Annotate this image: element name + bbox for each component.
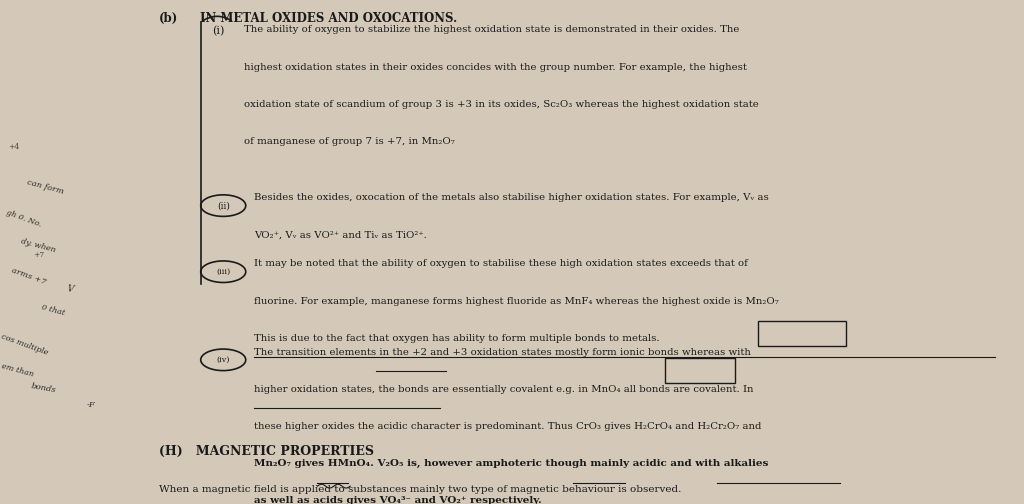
Text: highest oxidation states in their oxides concides with the group number. For exa: highest oxidation states in their oxides… (244, 62, 746, 72)
Text: fluorine. For example, manganese forms highest fluoride as MnF₄ whereas the high: fluorine. For example, manganese forms h… (254, 297, 778, 306)
Text: When a magnetic field is applied to substances mainly two type of magnetic behav: When a magnetic field is applied to subs… (159, 485, 681, 494)
Text: as well as acids gives VO₄³⁻ and VO₂⁺ respectively.: as well as acids gives VO₄³⁻ and VO₂⁺ re… (254, 496, 542, 504)
Text: (iii): (iii) (216, 268, 230, 276)
Text: The ability of oxygen to stabilize the highest oxidation state is demonstrated i: The ability of oxygen to stabilize the h… (244, 26, 739, 34)
Text: It may be noted that the ability of oxygen to stabilise these high oxidation sta: It may be noted that the ability of oxyg… (254, 260, 748, 269)
Text: (H)   MAGNETIC PROPERTIES: (H) MAGNETIC PROPERTIES (159, 445, 374, 458)
Text: em than: em than (0, 362, 34, 379)
Text: +4: +4 (8, 143, 19, 151)
Text: -F: -F (87, 402, 95, 409)
Text: (iv): (iv) (216, 356, 230, 364)
Text: bonds: bonds (31, 382, 57, 394)
Text: V: V (67, 284, 75, 294)
Text: Mn₂O₇ gives HMnO₄. V₂O₅ is, however amphoteric though mainly acidic and with alk: Mn₂O₇ gives HMnO₄. V₂O₅ is, however amph… (254, 459, 768, 468)
Text: VO₂⁺, Vᵥ as VO²⁺ and Tiᵥ as TiO²⁺.: VO₂⁺, Vᵥ as VO²⁺ and Tiᵥ as TiO²⁺. (254, 231, 427, 239)
Text: (i): (i) (212, 26, 224, 36)
Text: (ii): (ii) (217, 201, 229, 210)
Text: cos multiple: cos multiple (0, 333, 49, 357)
Text: +7: +7 (33, 251, 44, 259)
Text: dy. when: dy. when (20, 237, 57, 255)
Text: Besides the oxides, oxocation of the metals also stabilise higher oxidation stat: Besides the oxides, oxocation of the met… (254, 194, 769, 203)
Text: oxidation state of scandium of group 3 is +3 in its oxides, Sc₂O₃ whereas the hi: oxidation state of scandium of group 3 i… (244, 100, 759, 109)
Text: The transition elements in the +2 and +3 oxidation states mostly form ionic bond: The transition elements in the +2 and +3… (254, 348, 751, 357)
Text: (b): (b) (159, 12, 178, 25)
Text: arms +7: arms +7 (10, 267, 47, 287)
Text: can form: can form (26, 179, 65, 196)
Text: This is due to the fact that oxygen has ability to form multiple bonds to metals: This is due to the fact that oxygen has … (254, 334, 659, 343)
Text: higher oxidation states, the bonds are essentially covalent e.g. in MnO₄ all bon: higher oxidation states, the bonds are e… (254, 385, 754, 394)
Text: of manganese of group 7 is +7, in Mn₂O₇: of manganese of group 7 is +7, in Mn₂O₇ (244, 137, 455, 146)
Text: IN METAL OXIDES AND OXOCATIONS.: IN METAL OXIDES AND OXOCATIONS. (200, 12, 457, 25)
Text: 0 that: 0 that (41, 303, 67, 318)
Text: these higher oxides the acidic character is predominant. Thus CrO₃ gives H₂CrO₄ : these higher oxides the acidic character… (254, 422, 761, 431)
Text: gh 0. No.: gh 0. No. (5, 208, 43, 228)
